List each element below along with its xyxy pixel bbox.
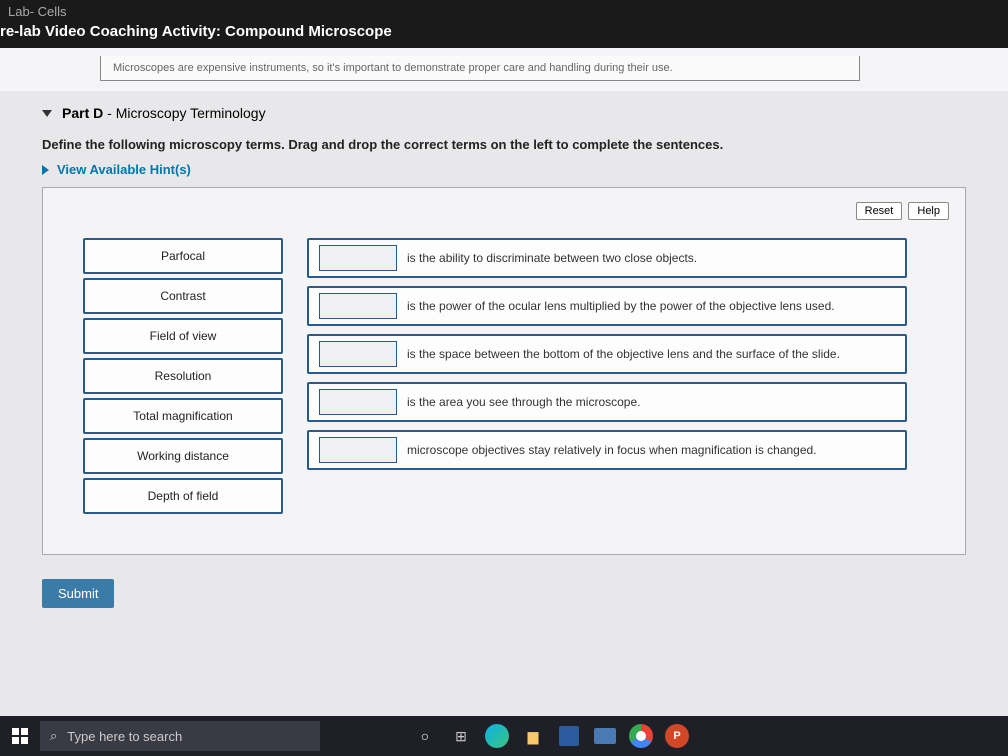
sentence-row-1: is the ability to discriminate between t… bbox=[307, 238, 907, 278]
hints-label: View Available Hint(s) bbox=[57, 162, 191, 177]
task-view-icon[interactable]: ⊞ bbox=[446, 721, 476, 751]
term-total-magnification[interactable]: Total magnification bbox=[83, 398, 283, 434]
drop-slot-4[interactable] bbox=[319, 389, 397, 415]
file-explorer-icon[interactable]: ▆ bbox=[518, 721, 548, 751]
search-icon: ⌕ bbox=[50, 728, 57, 744]
taskbar-apps: ○ ⊞ ▆ P bbox=[410, 721, 692, 751]
drop-slot-5[interactable] bbox=[319, 437, 397, 463]
info-section: Microscopes are expensive instruments, s… bbox=[0, 48, 1008, 91]
part-header[interactable]: Part D - Microscopy Terminology bbox=[42, 105, 966, 133]
term-parfocal[interactable]: Parfocal bbox=[83, 238, 283, 274]
sentences-column: is the ability to discriminate between t… bbox=[307, 238, 907, 514]
term-depth-of-field[interactable]: Depth of field bbox=[83, 478, 283, 514]
windows-taskbar[interactable]: ⌕ Type here to search ○ ⊞ ▆ P bbox=[0, 716, 1008, 756]
drag-drop-area: Parfocal Contrast Field of view Resoluti… bbox=[59, 238, 949, 514]
submit-button[interactable]: Submit bbox=[42, 579, 114, 608]
instructions-text: Define the following microscopy terms. D… bbox=[42, 133, 966, 162]
hints-toggle[interactable]: View Available Hint(s) bbox=[42, 162, 966, 181]
sentence-row-3: is the space between the bottom of the o… bbox=[307, 334, 907, 374]
term-resolution[interactable]: Resolution bbox=[83, 358, 283, 394]
sentence-text-3: is the space between the bottom of the o… bbox=[407, 347, 840, 361]
term-working-distance[interactable]: Working distance bbox=[83, 438, 283, 474]
sentence-row-4: is the area you see through the microsco… bbox=[307, 382, 907, 422]
sentence-row-2: is the power of the ocular lens multipli… bbox=[307, 286, 907, 326]
mail-icon[interactable] bbox=[590, 721, 620, 751]
sentence-text-4: is the area you see through the microsco… bbox=[407, 395, 640, 409]
caret-right-icon bbox=[42, 165, 49, 175]
sentence-text-2: is the power of the ocular lens multipli… bbox=[407, 299, 835, 313]
term-field-of-view[interactable]: Field of view bbox=[83, 318, 283, 354]
search-placeholder: Type here to search bbox=[67, 729, 182, 744]
term-contrast[interactable]: Contrast bbox=[83, 278, 283, 314]
page-header: Lab- Cells re-lab Video Coaching Activit… bbox=[0, 0, 1008, 48]
part-label: Part D bbox=[62, 105, 103, 121]
part-title: Part D - Microscopy Terminology bbox=[62, 105, 266, 121]
terms-column: Parfocal Contrast Field of view Resoluti… bbox=[83, 238, 283, 514]
sentence-row-5: microscope objectives stay relatively in… bbox=[307, 430, 907, 470]
part-d-section: Part D - Microscopy Terminology Define t… bbox=[0, 91, 1008, 565]
taskbar-search[interactable]: ⌕ Type here to search bbox=[40, 721, 320, 751]
cortana-icon[interactable]: ○ bbox=[410, 721, 440, 751]
sentence-text-1: is the ability to discriminate between t… bbox=[407, 251, 697, 265]
sentence-text-5: microscope objectives stay relatively in… bbox=[407, 443, 817, 457]
part-subtitle: Microscopy Terminology bbox=[116, 105, 266, 121]
drop-slot-3[interactable] bbox=[319, 341, 397, 367]
activity-title: re-lab Video Coaching Activity: Compound… bbox=[0, 19, 1008, 40]
drop-slot-1[interactable] bbox=[319, 245, 397, 271]
store-icon[interactable] bbox=[554, 721, 584, 751]
caret-down-icon bbox=[42, 110, 52, 117]
start-button[interactable] bbox=[0, 716, 40, 756]
help-button[interactable]: Help bbox=[908, 202, 949, 220]
info-box: Microscopes are expensive instruments, s… bbox=[100, 56, 860, 81]
panel-actions: Reset Help bbox=[59, 202, 949, 238]
breadcrumb-fragment: Lab- Cells bbox=[0, 4, 1008, 19]
work-panel: Reset Help Parfocal Contrast Field of vi… bbox=[42, 187, 966, 555]
drop-slot-2[interactable] bbox=[319, 293, 397, 319]
windows-icon bbox=[12, 728, 28, 744]
reset-button[interactable]: Reset bbox=[856, 202, 903, 220]
powerpoint-icon[interactable]: P bbox=[662, 721, 692, 751]
edge-icon[interactable] bbox=[482, 721, 512, 751]
chrome-icon[interactable] bbox=[626, 721, 656, 751]
